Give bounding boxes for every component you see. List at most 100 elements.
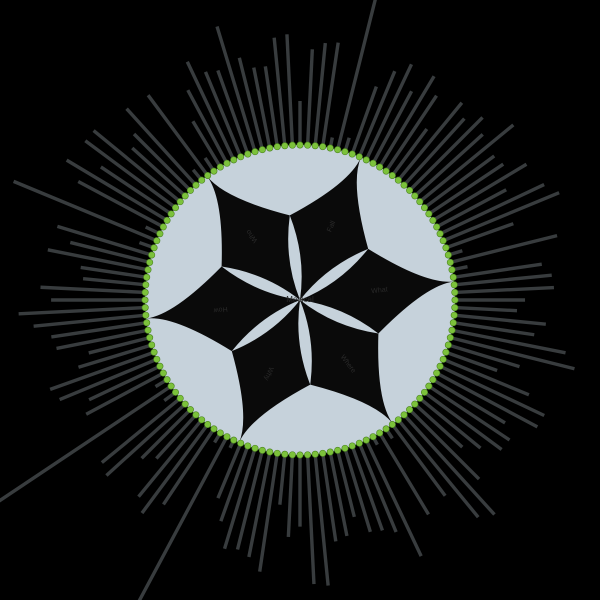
- leaf-dot: [327, 449, 333, 455]
- leaf-dot: [401, 182, 407, 188]
- leaf-dot: [363, 437, 369, 443]
- leaf-dot: [426, 383, 432, 389]
- leaf-dot: [143, 312, 149, 318]
- leaf-dot: [312, 451, 318, 457]
- leaf-dot: [160, 224, 166, 230]
- leaf-dot: [289, 452, 295, 458]
- leaf-dot: [406, 187, 412, 193]
- leaf-dot: [437, 363, 443, 369]
- leaf-dot: [237, 440, 243, 446]
- leaf-dot: [145, 327, 151, 333]
- leaf-dot: [445, 252, 451, 258]
- leaf-dot: [187, 406, 193, 412]
- leaf-dot: [297, 142, 303, 148]
- leaf-dot: [395, 177, 401, 183]
- leaf-dot: [237, 154, 243, 160]
- leaf-dot: [370, 160, 376, 166]
- leaf-dot: [245, 151, 251, 157]
- leaf-dot: [412, 401, 418, 407]
- leaf-dot: [267, 449, 273, 455]
- leaf-dot: [146, 259, 152, 265]
- leaf-dot: [164, 217, 170, 223]
- leaf-dot: [304, 452, 310, 458]
- leaf-dot: [430, 217, 436, 223]
- leaf-dot: [401, 412, 407, 418]
- leaf-dot: [342, 445, 348, 451]
- leaf-dot: [376, 430, 382, 436]
- leaf-dot: [447, 259, 453, 265]
- leaf-dot: [142, 297, 148, 303]
- leaf-dot: [370, 433, 376, 439]
- leaf-dot: [151, 245, 157, 251]
- leaf-dot: [148, 252, 154, 258]
- leaf-dot: [282, 451, 288, 457]
- leaf-dot: [177, 198, 183, 204]
- leaf-dot: [148, 342, 154, 348]
- leaf-dot: [312, 143, 318, 149]
- leaf-dot: [440, 237, 446, 243]
- leaf-dot: [376, 164, 382, 170]
- leaf-dot: [154, 356, 160, 362]
- leaf-dot: [182, 193, 188, 199]
- leaf-dot: [154, 237, 160, 243]
- leaf-dot: [417, 395, 423, 401]
- leaf-dot: [349, 151, 355, 157]
- radial-diagram: FallWhatWhereWhyHowWhoMedical: [0, 0, 600, 600]
- leaf-dot: [224, 160, 230, 166]
- leaf-dot: [245, 443, 251, 449]
- leaf-dot: [282, 143, 288, 149]
- leaf-dot: [231, 157, 237, 163]
- leaf-dot: [452, 297, 458, 303]
- leaf-dot: [151, 349, 157, 355]
- leaf-dot: [417, 198, 423, 204]
- leaf-dot: [160, 370, 166, 376]
- leaf-dot: [157, 363, 163, 369]
- leaf-dot: [327, 145, 333, 151]
- leaf-dot: [443, 349, 449, 355]
- leaf-dot: [164, 376, 170, 382]
- leaf-dot: [259, 447, 265, 453]
- leaf-dot: [450, 274, 456, 280]
- leaf-dot: [267, 145, 273, 151]
- leaf-dot: [142, 304, 148, 310]
- leaf-dot: [447, 334, 453, 340]
- leaf-dot: [217, 430, 223, 436]
- leaf-dot: [389, 421, 395, 427]
- leaf-dot: [168, 383, 174, 389]
- leaf-dot: [430, 376, 436, 382]
- leaf-dot: [252, 445, 258, 451]
- leaf-dot: [334, 447, 340, 453]
- leaf-dot: [383, 426, 389, 432]
- leaf-dot: [274, 143, 280, 149]
- leaf-dot: [451, 282, 457, 288]
- leaf-dot: [320, 143, 326, 149]
- leaf-dot: [349, 443, 355, 449]
- leaf-dot: [356, 154, 362, 160]
- leaf-dot: [342, 148, 348, 154]
- leaf-dot: [224, 433, 230, 439]
- leaf-dot: [274, 450, 280, 456]
- leaf-dot: [334, 146, 340, 152]
- leaf-dot: [204, 421, 210, 427]
- leaf-dot: [211, 168, 217, 174]
- leaf-dot: [320, 450, 326, 456]
- leaf-dot: [168, 211, 174, 217]
- leaf-dot: [145, 267, 151, 273]
- leaf-dot: [449, 267, 455, 273]
- leaf-dot: [231, 437, 237, 443]
- leaf-dot: [356, 440, 362, 446]
- leaf-dot: [289, 142, 295, 148]
- leaf-dot: [177, 395, 183, 401]
- leaf-dot: [172, 389, 178, 395]
- leaf-dot: [187, 187, 193, 193]
- leaf-dot: [433, 370, 439, 376]
- leaf-dot: [297, 452, 303, 458]
- leaf-dot: [143, 274, 149, 280]
- leaf-dot: [421, 389, 427, 395]
- leaf-dot: [259, 146, 265, 152]
- leaf-dot: [440, 356, 446, 362]
- leaf-dot: [157, 231, 163, 237]
- leaf-dot: [198, 177, 204, 183]
- leaf-dot: [252, 148, 258, 154]
- leaf-dot: [146, 334, 152, 340]
